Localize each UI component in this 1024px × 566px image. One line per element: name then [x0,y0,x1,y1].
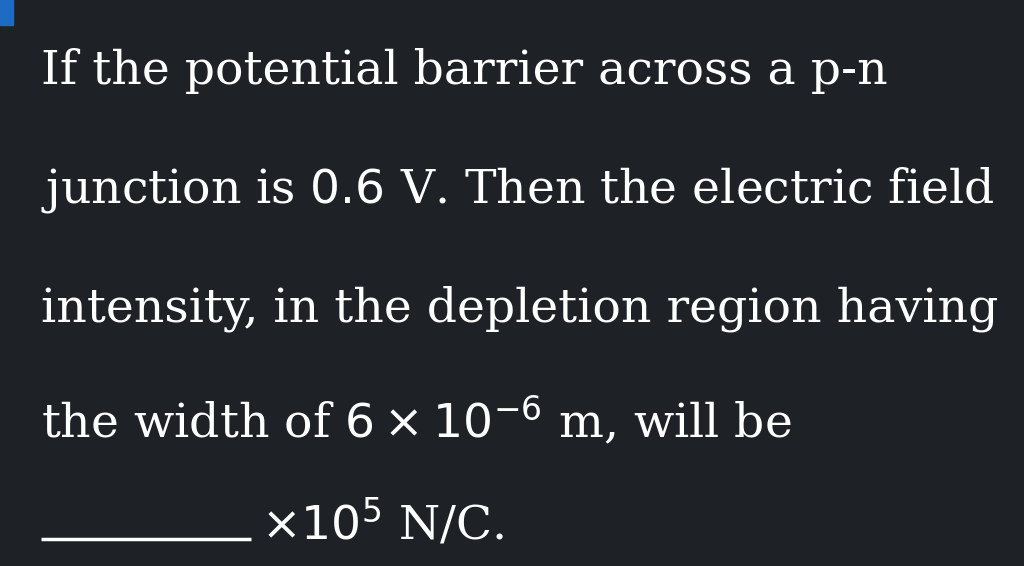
Text: If the potential barrier across a p-n: If the potential barrier across a p-n [41,48,888,94]
Text: the width of $6 \times 10^{-6}$ m, will be: the width of $6 \times 10^{-6}$ m, will … [41,395,792,448]
Text: junction is $0.6$ V. Then the electric field: junction is $0.6$ V. Then the electric f… [41,165,994,215]
Text: $\times 10^{5}$ N/C.: $\times 10^{5}$ N/C. [261,498,505,550]
Text: intensity, in the depletion region having: intensity, in the depletion region havin… [41,285,998,332]
Bar [0,0,13,25]
